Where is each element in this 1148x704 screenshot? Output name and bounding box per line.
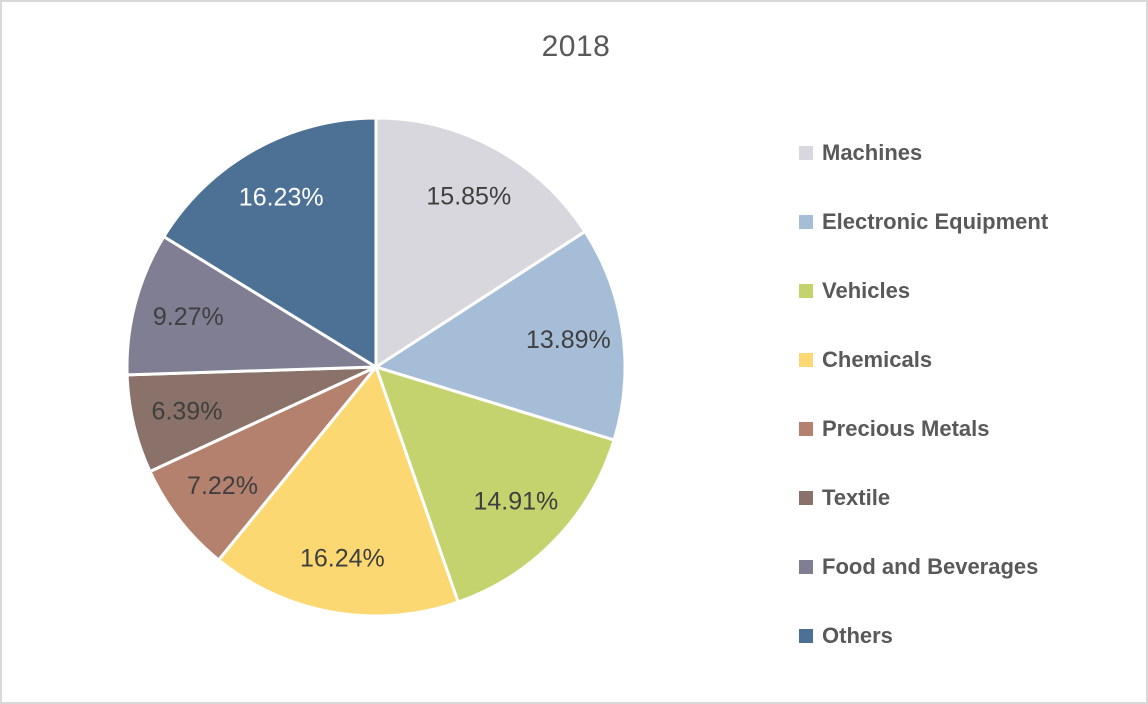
legend-label: Others xyxy=(822,622,893,648)
pie-slice-label-precious-metals: 7.22% xyxy=(187,472,258,500)
legend-swatch-icon xyxy=(799,214,813,229)
legend-item-others: Others xyxy=(799,601,1048,670)
legend-label: Electronic Equipment xyxy=(822,208,1049,234)
legend-swatch-icon xyxy=(799,421,813,436)
legend-swatch-icon xyxy=(799,283,813,298)
pie-slice-label-chemicals: 16.24% xyxy=(300,544,385,572)
pie-slice-label-food-and-beverages: 9.27% xyxy=(153,303,224,331)
legend-label: Machines xyxy=(822,139,923,165)
pie-slice-label-electronic-equipment: 13.89% xyxy=(526,326,611,354)
legend-label: Food and Beverages xyxy=(822,553,1039,579)
legend-item-textile: Textile xyxy=(799,463,1048,532)
legend-item-food-and-beverages: Food and Beverages xyxy=(799,532,1048,601)
pie-slice-label-textile: 6.39% xyxy=(152,398,223,426)
legend-item-vehicles: Vehicles xyxy=(799,256,1048,325)
legend-item-machines: Machines xyxy=(799,118,1048,187)
pie-slice-label-vehicles: 14.91% xyxy=(474,488,559,516)
pie-slice-electronic-equipment xyxy=(374,230,627,442)
legend-label: Vehicles xyxy=(822,277,911,303)
pie-slice-chemicals xyxy=(217,365,460,618)
legend: Machines Electronic Equipment Vehicles Chem… xyxy=(799,118,1048,670)
legend-label: Chemicals xyxy=(822,346,933,372)
pie-slice-label-machines: 15.85% xyxy=(426,182,511,210)
legend-swatch-icon xyxy=(799,145,813,160)
legend-item-chemicals: Chemicals xyxy=(799,325,1048,394)
legend-item-electronic-equipment: Electronic Equipment xyxy=(799,187,1048,256)
legend-label: Precious Metals xyxy=(822,415,990,441)
pie-slice-label-others: 16.23% xyxy=(239,184,324,212)
legend-swatch-icon xyxy=(799,628,813,643)
legend-label: Textile xyxy=(822,484,891,510)
pie-slice-vehicles xyxy=(374,365,616,604)
legend-item-precious-metals: Precious Metals xyxy=(799,394,1048,463)
pie-slice-others xyxy=(162,116,378,369)
legend-swatch-icon xyxy=(799,490,813,505)
pie-slice-food-and-beverages xyxy=(125,235,378,377)
pie-slice-precious-metals xyxy=(148,365,378,562)
legend-swatch-icon xyxy=(799,352,813,367)
legend-swatch-icon xyxy=(799,559,813,574)
chart-title: 2018 xyxy=(541,30,611,63)
pie-slice-machines xyxy=(374,116,587,369)
